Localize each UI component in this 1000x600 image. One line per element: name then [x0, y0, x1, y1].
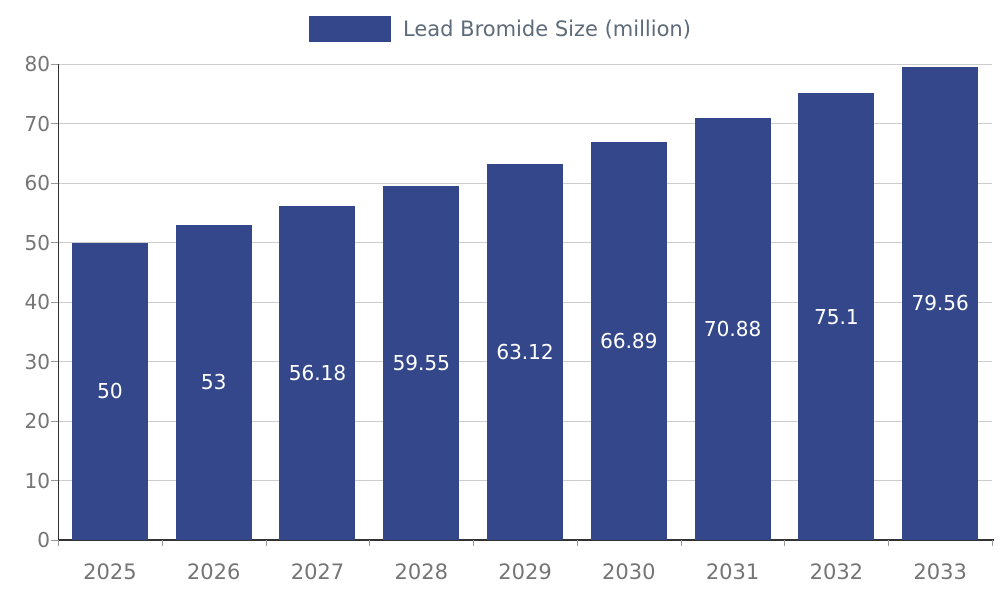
x-axis-tick-mark [369, 540, 371, 546]
y-axis-tick-mark [51, 480, 58, 481]
x-axis-label-2025: 2025 [83, 560, 137, 584]
x-axis-tick-mark [680, 540, 682, 546]
bar-value-label-2029: 63.12 [496, 340, 554, 365]
bar-value-label-2031: 70.88 [703, 317, 762, 342]
bar-value-label-2025: 50 [97, 379, 123, 404]
bar-2026[interactable] [175, 224, 252, 540]
x-axis-tick-mark [888, 540, 890, 546]
x-axis-label-2029: 2029 [498, 560, 552, 584]
y-axis-tick-mark [51, 63, 58, 65]
gridline-70 [58, 123, 992, 124]
y-axis-tick-mark [51, 123, 58, 124]
x-axis-label-2030: 2030 [602, 560, 656, 584]
bar-2027[interactable] [279, 205, 356, 540]
y-axis-tick-label: 60 [24, 171, 50, 195]
bar-value-label-2026: 53 [200, 370, 227, 395]
y-axis-tick-label: 70 [24, 111, 50, 136]
bar-2025[interactable] [71, 242, 148, 540]
bar-value-label-2030: 66.89 [600, 329, 658, 353]
x-axis-tick-mark [161, 540, 163, 546]
bar-2030[interactable] [590, 142, 667, 540]
y-axis-tick-mark [51, 301, 58, 303]
y-axis-tick-label: 40 [24, 290, 50, 314]
bar-2033[interactable] [902, 66, 979, 540]
y-axis-tick-label: 80 [24, 52, 50, 76]
legend[interactable]: Lead Bromide Size (million) [0, 16, 1000, 42]
x-axis-label-2032: 2032 [809, 560, 864, 584]
y-axis-tick-mark [51, 539, 58, 541]
y-axis-tick-label: 20 [24, 409, 50, 433]
y-axis-tick-label: 0 [37, 528, 50, 552]
x-axis-label-2027: 2027 [290, 560, 345, 584]
x-axis-tick-mark [265, 540, 267, 546]
bar-2028[interactable] [383, 185, 460, 540]
y-axis-line [58, 64, 59, 540]
bar-2032[interactable] [798, 93, 875, 540]
bar-value-label-2033: 79.56 [911, 291, 969, 316]
x-axis-label-2028: 2028 [394, 560, 448, 584]
x-axis-tick-mark [784, 540, 786, 546]
bar-2029[interactable] [487, 164, 563, 540]
x-axis-tick-mark [473, 540, 475, 546]
y-axis-tick-label: 30 [24, 349, 50, 374]
bar-value-label-2028: 59.55 [392, 350, 450, 375]
y-axis-tick-mark [51, 242, 58, 243]
legend-swatch [309, 16, 392, 42]
legend-label: Lead Bromide Size (million) [403, 17, 691, 41]
y-axis-tick-mark [51, 361, 58, 362]
x-axis-label-2026: 2026 [186, 560, 241, 584]
y-axis-tick-label: 50 [24, 230, 50, 255]
bar-value-label-2032: 75.1 [814, 304, 859, 329]
bar-value-label-2027: 56.18 [288, 360, 347, 385]
x-axis-tick-mark [576, 540, 578, 546]
x-axis-tick-mark [992, 540, 993, 546]
bar-2031[interactable] [694, 118, 771, 540]
x-axis-tick-mark [58, 540, 59, 546]
x-axis-label-2031: 2031 [705, 560, 760, 584]
x-axis-line [58, 539, 994, 541]
y-axis-tick-mark [51, 420, 58, 422]
gridline-80 [58, 63, 992, 65]
y-axis-tick-label: 10 [24, 468, 50, 493]
y-axis-tick-mark [51, 182, 58, 184]
x-axis-label-2033: 2033 [913, 560, 967, 584]
